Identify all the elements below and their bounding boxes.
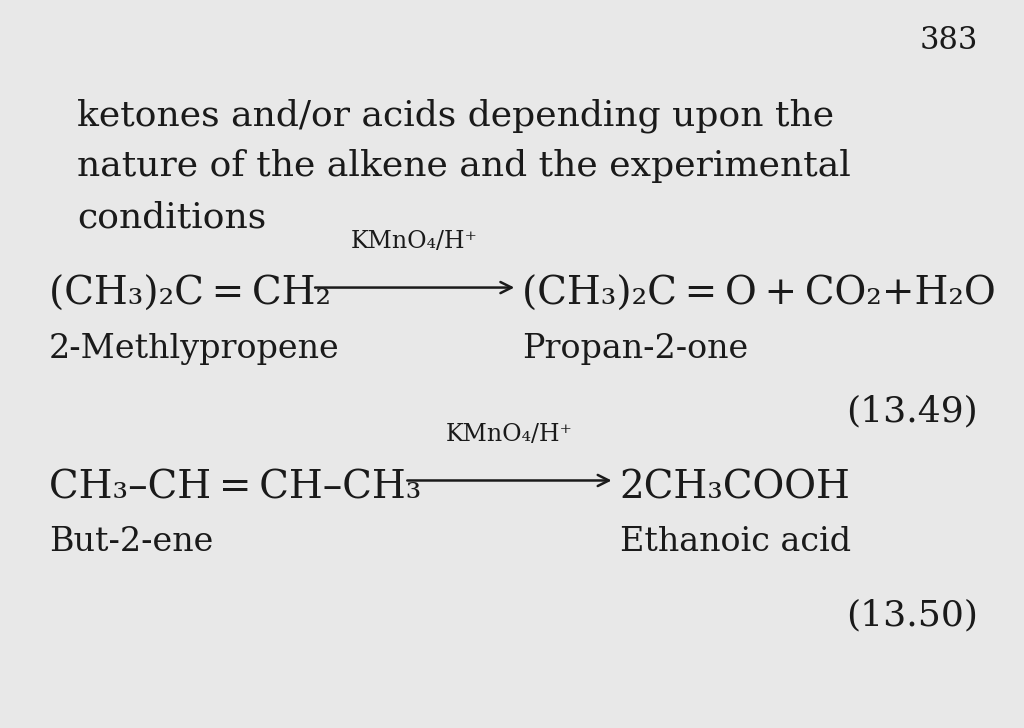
Text: ketones and/or acids depending upon the: ketones and/or acids depending upon the [77, 98, 834, 132]
Text: (CH₃)₂C = O + CO₂+H₂O: (CH₃)₂C = O + CO₂+H₂O [522, 277, 996, 313]
Text: Propan-2-one: Propan-2-one [522, 333, 749, 365]
Text: conditions: conditions [77, 200, 266, 234]
Text: KMnO₄/H⁺: KMnO₄/H⁺ [445, 422, 573, 446]
Text: 383: 383 [920, 25, 978, 57]
Text: But-2-ene: But-2-ene [49, 526, 214, 558]
Text: (13.50): (13.50) [846, 598, 978, 632]
Text: KMnO₄/H⁺: KMnO₄/H⁺ [351, 229, 478, 253]
Text: CH₃–CH = CH–CH₃: CH₃–CH = CH–CH₃ [49, 470, 422, 506]
Text: nature of the alkene and the experimental: nature of the alkene and the experimenta… [77, 149, 851, 183]
Text: 2CH₃COOH: 2CH₃COOH [620, 470, 850, 506]
Text: Ethanoic acid: Ethanoic acid [620, 526, 851, 558]
Text: (13.49): (13.49) [846, 395, 978, 428]
Text: 2-Methlypropene: 2-Methlypropene [49, 333, 340, 365]
Text: (CH₃)₂C = CH₂: (CH₃)₂C = CH₂ [49, 277, 332, 313]
